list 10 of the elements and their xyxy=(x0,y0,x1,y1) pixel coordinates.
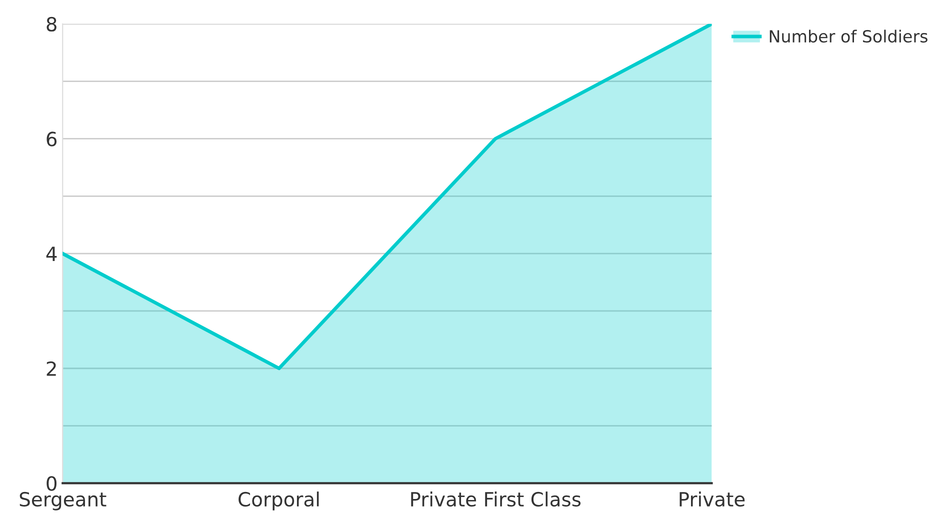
y-tick-label: 6 xyxy=(46,132,57,146)
x-tick-label: Private First Class xyxy=(411,492,581,507)
x-tick-label: Private xyxy=(680,492,745,507)
y-tick-label: 2 xyxy=(46,361,56,376)
x-tick-label: Sergeant xyxy=(20,492,106,510)
y-tick-label: 0 xyxy=(46,476,56,491)
x-tick-label: Corporal xyxy=(238,492,319,510)
y-tick-label: 8 xyxy=(46,16,56,32)
y-tick-label: 4 xyxy=(46,246,57,261)
legend-label: Number of Soldiers xyxy=(770,30,928,43)
